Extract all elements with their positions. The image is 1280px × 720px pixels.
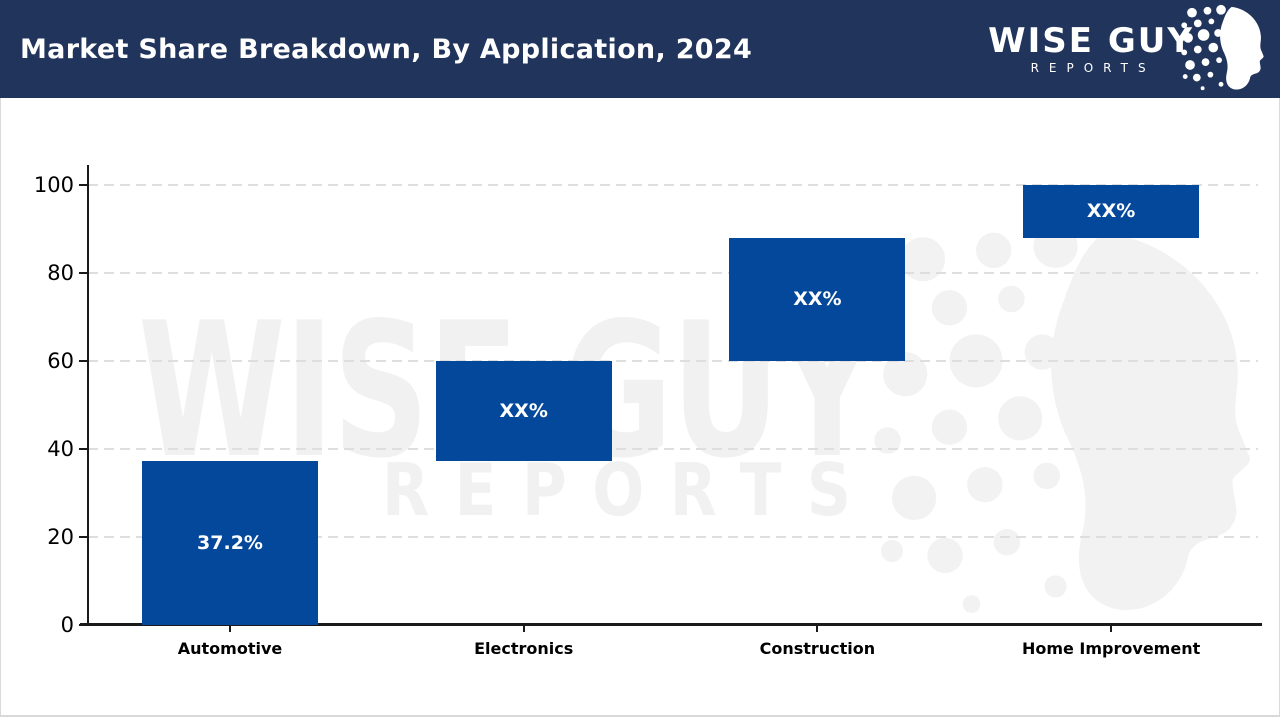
gridline-60 [88,360,1258,362]
x-tick-mark [1110,626,1113,632]
wiseguy-logo-text: WISE GUY REPORTS [988,24,1194,75]
y-tick-label: 20 [47,525,74,549]
bar-construction: XX% [729,237,906,361]
y-tick-mark [79,360,88,362]
y-tick-label: 80 [47,261,74,285]
y-tick-mark [79,184,88,186]
bar-value-label: XX% [1086,200,1136,223]
gridline-40 [88,448,1258,450]
wiseguy-logo-subtitle: REPORTS [1030,60,1156,75]
y-tick-label: 0 [60,613,74,637]
bar-value-label: 37.2% [197,532,263,555]
y-tick-label: 60 [47,349,74,373]
y-axis-line [87,165,89,625]
y-tick-mark [79,272,88,274]
watermark-reports: REPORTS [382,448,877,532]
bar-automotive: 37.2% [142,461,318,625]
gridline-100 [88,184,1258,186]
wiseguy-logo: WISE GUY REPORTS [988,3,1266,95]
bar-electronics: XX% [435,361,612,462]
gridline-20 [88,536,1258,538]
x-tick-mark [816,626,819,632]
y-tick-label: 100 [33,173,74,197]
bar-value-label: XX% [793,288,842,311]
x-axis-line [80,623,1262,626]
y-tick-mark [79,536,88,538]
wiseguy-head-icon [1181,4,1264,91]
page-title: Market Share Breakdown, By Application, … [20,33,753,65]
plot-area: 0 20 40 60 80 100 37.2% Automotive XX% Electronic… [0,98,1280,720]
x-tick-label: Construction [759,639,876,658]
watermark-head-icon [874,223,1251,613]
wiseguy-logo-name: WISE GUY [988,20,1194,61]
bar-value-label: XX% [499,400,548,423]
gridline-80 [88,272,1258,274]
y-tick-label: 40 [47,437,74,461]
y-tick-mark [79,448,88,450]
header-bar: Market Share Breakdown, By Application, … [0,0,1280,98]
bar-home-improvement: XX% [1023,185,1200,238]
x-tick-mark [229,626,231,632]
x-tick-label: Home Improvement [1021,639,1201,658]
x-tick-mark [522,626,525,632]
x-tick-label: Automotive [177,639,283,658]
x-tick-label: Electronics [474,639,574,658]
